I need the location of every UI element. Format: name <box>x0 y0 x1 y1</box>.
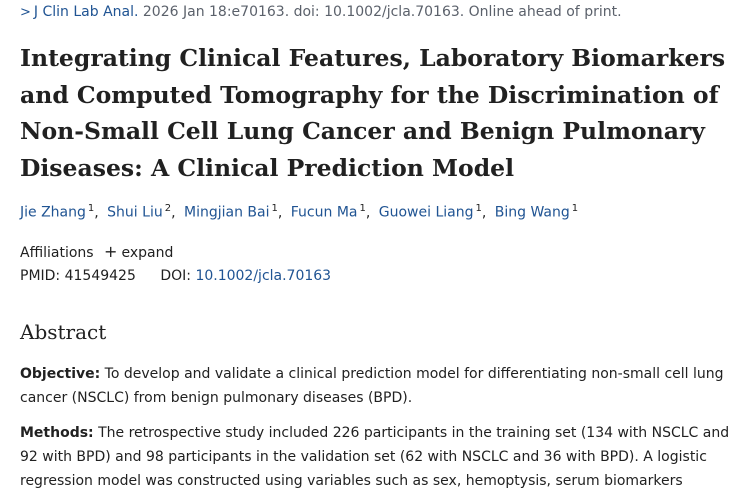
article-title: Integrating Clinical Features, Laborator… <box>20 44 726 182</box>
author-affiliation-number[interactable]: 1 <box>475 203 482 214</box>
doi-link[interactable]: 10.1002/jcla.70163 <box>195 268 332 284</box>
identifiers-row: PMID: 41549425 DOI: 10.1002/jcla.70163 <box>20 268 331 284</box>
author-link[interactable]: Bing Wang <box>494 204 570 221</box>
expand-label: expand <box>121 245 174 261</box>
author-affiliation-number[interactable]: 1 <box>87 203 95 214</box>
doi-label: DOI: <box>160 268 191 284</box>
citation-line: > J Clin Lab Anal. 2026 Jan 18:e70163. do… <box>20 4 622 20</box>
plus-icon: + <box>104 242 118 261</box>
author-link[interactable]: Fucun Ma <box>290 204 358 221</box>
affiliations-row: Affiliations + expand <box>20 242 173 261</box>
author-affiliation-number[interactable]: 1 <box>359 203 366 214</box>
author-list: Jie Zhang 1, Shui Liu 2, Mingjian Bai 1, Fu… <box>20 203 579 221</box>
abstract-heading: Abstract <box>20 320 107 344</box>
objective-label: Objective: <box>20 366 101 382</box>
affiliations-label: Affiliations <box>20 245 94 261</box>
pmid-label: PMID: <box>20 268 61 284</box>
author-affiliation-number[interactable]: 1 <box>271 203 278 214</box>
citation-details: 2026 Jan 18:e70163. doi: 10.1002/jcla.70… <box>138 4 622 20</box>
author-link[interactable]: Jie Zhang <box>20 204 86 221</box>
objective-paragraph: Objective: To develop and validate a cli… <box>20 362 732 410</box>
journal-link[interactable]: J Clin Lab Anal. <box>33 4 139 20</box>
expand-affiliations-button[interactable]: + expand <box>104 242 174 261</box>
author-link[interactable]: Mingjian Bai <box>184 204 270 221</box>
author-affiliation-number[interactable]: 2 <box>164 203 172 214</box>
chevron-right-icon[interactable]: > <box>20 5 31 20</box>
author-affiliation-number[interactable]: 1 <box>571 203 579 214</box>
pmid-value: 41549425 <box>64 268 136 284</box>
author-link[interactable]: Guowei Liang <box>378 204 474 221</box>
methods-text: The retrospective study included 226 par… <box>20 425 730 489</box>
methods-label: Methods: <box>20 425 94 441</box>
author-link[interactable]: Shui Liu <box>107 204 163 221</box>
objective-text: To develop and validate a clinical predi… <box>20 366 724 406</box>
methods-paragraph: Methods: The retrospective study include… <box>20 421 732 493</box>
